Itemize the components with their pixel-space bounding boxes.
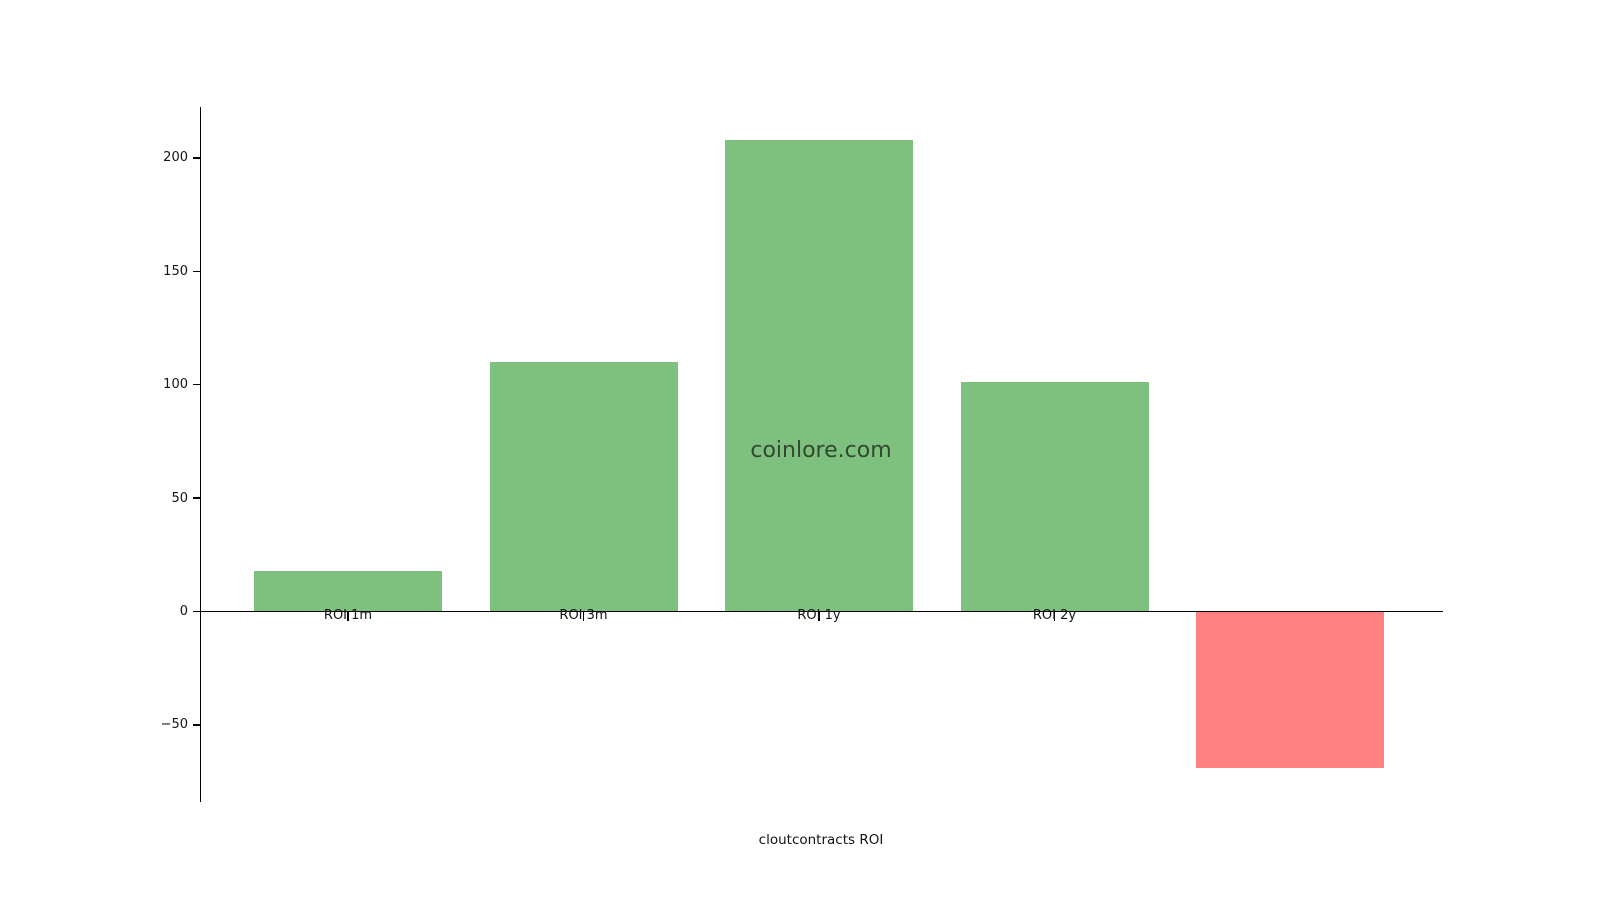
y-tick-mark bbox=[193, 384, 200, 386]
x-axis-zero-line bbox=[200, 611, 1443, 613]
x-tick-label: ROI 2y bbox=[1032, 608, 1077, 623]
x-tick-label: ROI 1m bbox=[323, 608, 373, 623]
x-tick-label: ROI 1y bbox=[797, 608, 841, 623]
bar-roi-3m bbox=[489, 362, 678, 612]
y-tick-mark bbox=[193, 724, 200, 726]
y-axis-line bbox=[200, 107, 202, 802]
y-tick-label: 0 bbox=[179, 604, 188, 619]
x-tick-label: ROI 3m bbox=[559, 608, 608, 623]
x-tick-mark bbox=[582, 611, 585, 621]
watermark-text: coinlore.com bbox=[750, 438, 892, 463]
bar-unlabeled bbox=[1196, 611, 1384, 768]
y-tick-mark bbox=[193, 270, 200, 272]
y-tick-mark bbox=[193, 157, 200, 159]
y-tick-mark bbox=[193, 497, 200, 499]
x-tick-mark bbox=[347, 611, 349, 621]
bar-roi-1m bbox=[254, 570, 442, 612]
y-tick-label: 50 bbox=[171, 490, 188, 506]
y-tick-label: 100 bbox=[163, 377, 188, 393]
y-tick-mark bbox=[193, 610, 200, 613]
y-tick-label: −50 bbox=[160, 717, 188, 733]
x-tick-mark bbox=[1053, 611, 1056, 621]
y-tick-label: 150 bbox=[163, 263, 188, 279]
bar-roi-2y bbox=[960, 382, 1149, 612]
chart-title: cloutcontracts ROI bbox=[758, 832, 884, 848]
x-tick-mark bbox=[818, 611, 820, 621]
bar-roi-1y bbox=[725, 139, 913, 612]
y-tick-label: 200 bbox=[163, 150, 188, 166]
